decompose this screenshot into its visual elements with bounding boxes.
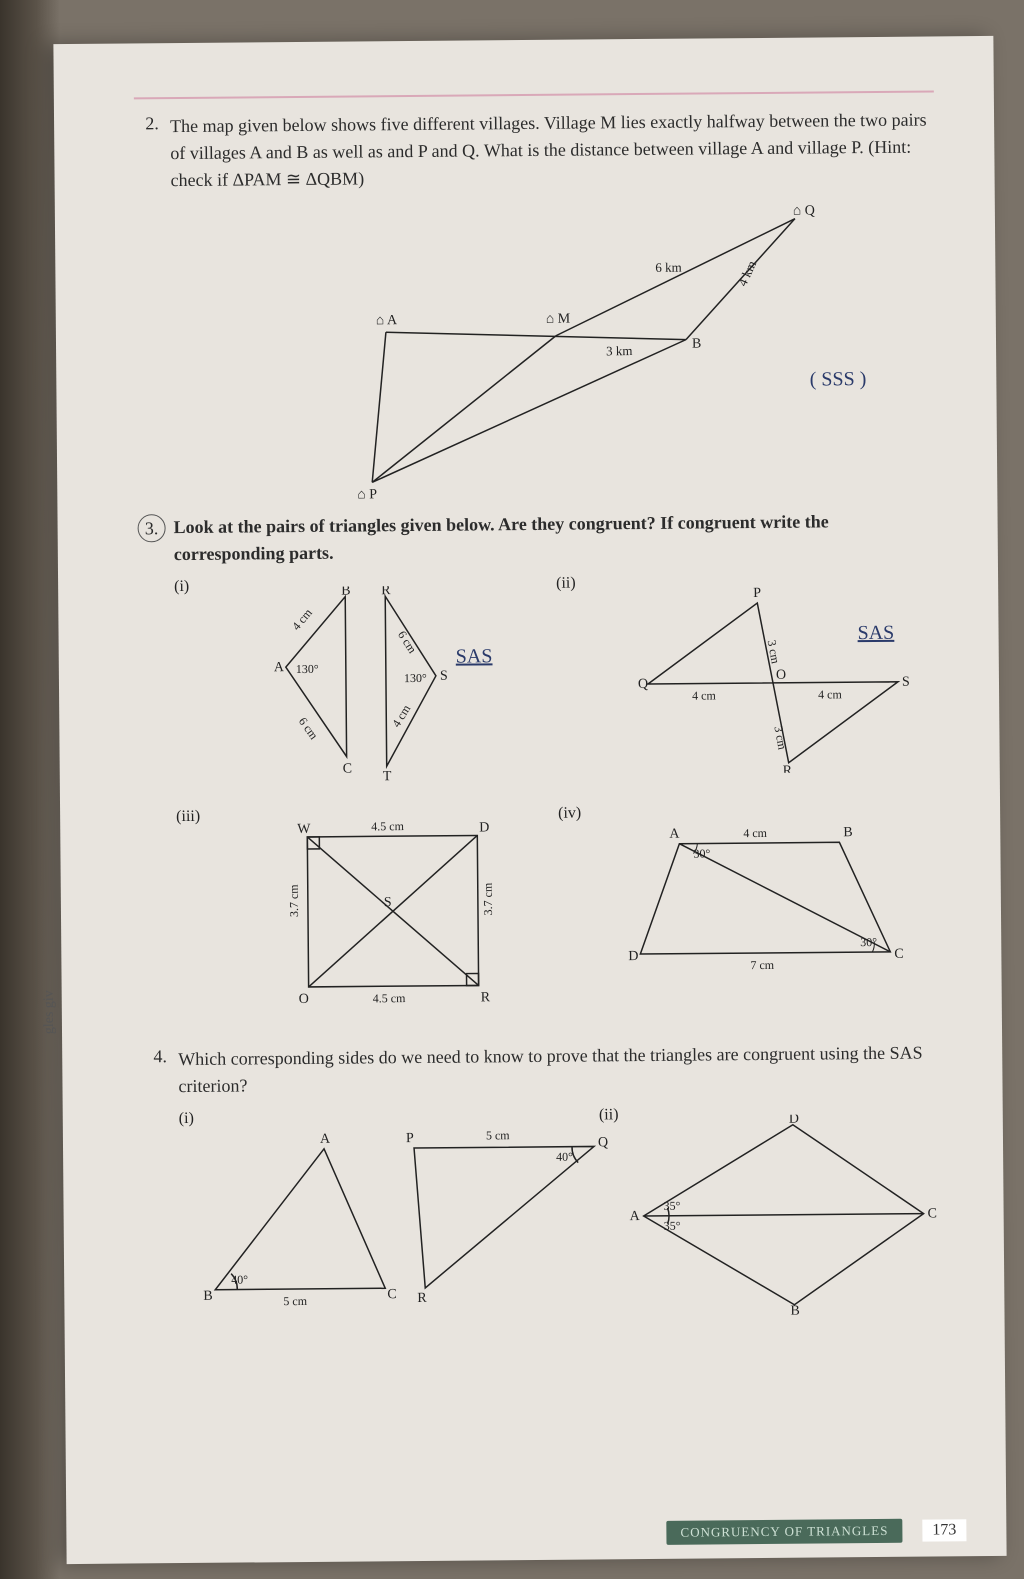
q3iii-right: 3.7 cm <box>481 882 495 915</box>
q3iv-B: B <box>843 825 852 840</box>
question-3: 3. Look at the pairs of triangles given … <box>137 507 937 568</box>
q3ii-O: O <box>776 668 786 683</box>
top-rule <box>134 90 934 99</box>
question-4: 4. Which corresponding sides do we need … <box>142 1039 942 1100</box>
q4ii-D: D <box>789 1113 799 1126</box>
page-number: 173 <box>922 1519 966 1541</box>
q3iii-W: W <box>297 822 311 837</box>
q3i-4cm-a: 4 cm <box>289 605 315 633</box>
q2-label-Q: ⌂ Q <box>793 203 815 218</box>
q3ii-R: R <box>783 764 793 775</box>
q4i-R: R <box>417 1291 427 1306</box>
q3iii-R: R <box>481 990 491 1005</box>
q2-dist-MQ: 6 km <box>655 260 682 275</box>
q3i-S: S <box>440 669 448 684</box>
q4-subparts: (i) A B C P Q R 40° 40° <box>179 1103 945 1340</box>
q3ii-4b: 4 cm <box>818 687 842 701</box>
q3-ii: (ii) Q P O S R 4 cm 4 cm 3 cm 3 cm <box>556 571 940 794</box>
q3ii-3a: 3 cm <box>765 639 783 665</box>
q3-number: 3. <box>137 514 165 542</box>
q3ii-Q: Q <box>638 677 648 692</box>
q3iii-S: S <box>384 895 392 910</box>
q3iii-D: D <box>479 820 489 835</box>
q3iv-D: D <box>628 949 638 964</box>
q2-label-P: ⌂ P <box>357 487 377 502</box>
q3iv-C: C <box>894 947 903 962</box>
q4i-P: P <box>406 1131 414 1146</box>
q3i-A: A <box>274 660 285 675</box>
q3iv-bot: 7 cm <box>750 958 774 972</box>
q4-i: (i) A B C P Q R 40° 40° <box>179 1106 601 1330</box>
page-footer: CONGRUENCY OF TRIANGLES 173 <box>666 1518 966 1545</box>
textbook-page: 2. The map given below shows five differ… <box>53 36 1006 1564</box>
q2-number: 2. <box>134 113 170 134</box>
q3i-6cm-a: 6 cm <box>296 715 322 743</box>
q3iii-bot: 4.5 cm <box>373 991 406 1005</box>
q4i-C: C <box>387 1287 396 1302</box>
q3i-C: C <box>343 762 352 777</box>
question-2: 2. The map given below shows five differ… <box>134 106 935 194</box>
q3-iv: (iv) A B C D 4 cm 7 cm 30° 30° <box>558 801 942 1024</box>
q3ii-P: P <box>753 586 761 601</box>
q3iv-A: A <box>669 827 680 842</box>
q3-iii-label: (iii) <box>176 808 216 826</box>
q3-i: (i) A B C R S T 4 cm 6 cm 6 cm 4 cm <box>174 575 558 798</box>
q4ii-C: C <box>928 1206 937 1221</box>
q3ii-4a: 4 cm <box>692 688 716 702</box>
q4-i-label: (i) <box>179 1110 194 1128</box>
q3-iv-label: (iv) <box>558 804 598 822</box>
q3i-6cm-b: 6 cm <box>395 628 420 656</box>
q3-subparts: (i) A B C R S T 4 cm 6 cm 6 cm 4 cm <box>174 571 942 1038</box>
q3iii-top: 4.5 cm <box>371 819 404 833</box>
q4ii-ang2: 35° <box>664 1219 681 1233</box>
q2-label-A: ⌂ A <box>376 313 398 328</box>
side-tab-text: gles giv <box>42 990 58 1034</box>
q2-label-B: B <box>692 336 701 351</box>
q3i-4cm-b: 4 cm <box>389 702 414 730</box>
q2-label-M: ⌂ M <box>546 312 571 327</box>
q4i-Q: Q <box>598 1135 608 1150</box>
q3-text: Look at the pairs of triangles given bel… <box>173 507 937 568</box>
q3-ii-handnote: SAS <box>857 622 894 645</box>
q4i-angB: 40° <box>231 1272 248 1286</box>
chapter-badge: CONGRUENCY OF TRIANGLES <box>666 1519 902 1545</box>
q3i-B: B <box>341 585 350 599</box>
q4i-A: A <box>320 1132 331 1147</box>
q4i-angQ: 40° <box>556 1150 573 1164</box>
q4i-BC: 5 cm <box>283 1294 307 1308</box>
q3i-R: R <box>381 585 391 598</box>
q4i-PQ: 5 cm <box>486 1128 510 1142</box>
q4ii-A: A <box>630 1209 641 1224</box>
q4-text: Which corresponding sides do we need to … <box>178 1039 942 1100</box>
q2-text: The map given below shows five different… <box>170 106 935 194</box>
q3ii-S: S <box>902 675 910 690</box>
q2-map-diagram: ⌂ A ⌂ M ⌂ Q B ⌂ P 6 km 4 km 3 km ( SSS ) <box>255 198 878 503</box>
q3iii-left: 3.7 cm <box>287 884 301 917</box>
q4-ii: (ii) A D C B 35° 35° <box>599 1103 945 1326</box>
q4i-B: B <box>203 1289 212 1304</box>
q3i-130b: 130° <box>404 671 427 685</box>
q3-i-label: (i) <box>174 578 214 596</box>
q3-iii: (iii) W D O R S 4.5 cm 4.5 <box>176 805 560 1028</box>
q4ii-B: B <box>790 1304 799 1317</box>
book-spine-shadow <box>0 0 60 1579</box>
q4-number: 4. <box>142 1046 178 1067</box>
q3-ii-label: (ii) <box>556 574 596 592</box>
q3i-130a: 130° <box>296 662 319 676</box>
q2-dist-MB: 3 km <box>606 343 633 358</box>
q4ii-ang1: 35° <box>663 1199 680 1213</box>
q3ii-3b: 3 cm <box>771 725 789 751</box>
q3iii-O: O <box>299 992 309 1007</box>
q3i-T: T <box>383 769 392 784</box>
q3-i-handnote: SAS <box>456 645 493 668</box>
q3iv-top: 4 cm <box>743 826 767 840</box>
q2-handwritten-note: ( SSS ) <box>810 368 867 391</box>
